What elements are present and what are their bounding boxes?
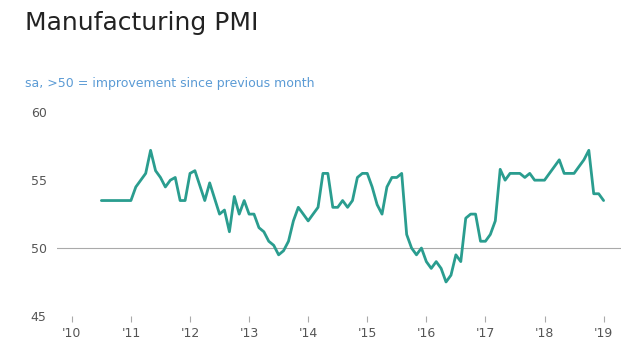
Text: sa, >50 = improvement since previous month: sa, >50 = improvement since previous mon… — [25, 77, 315, 90]
Text: Manufacturing PMI: Manufacturing PMI — [25, 11, 259, 34]
